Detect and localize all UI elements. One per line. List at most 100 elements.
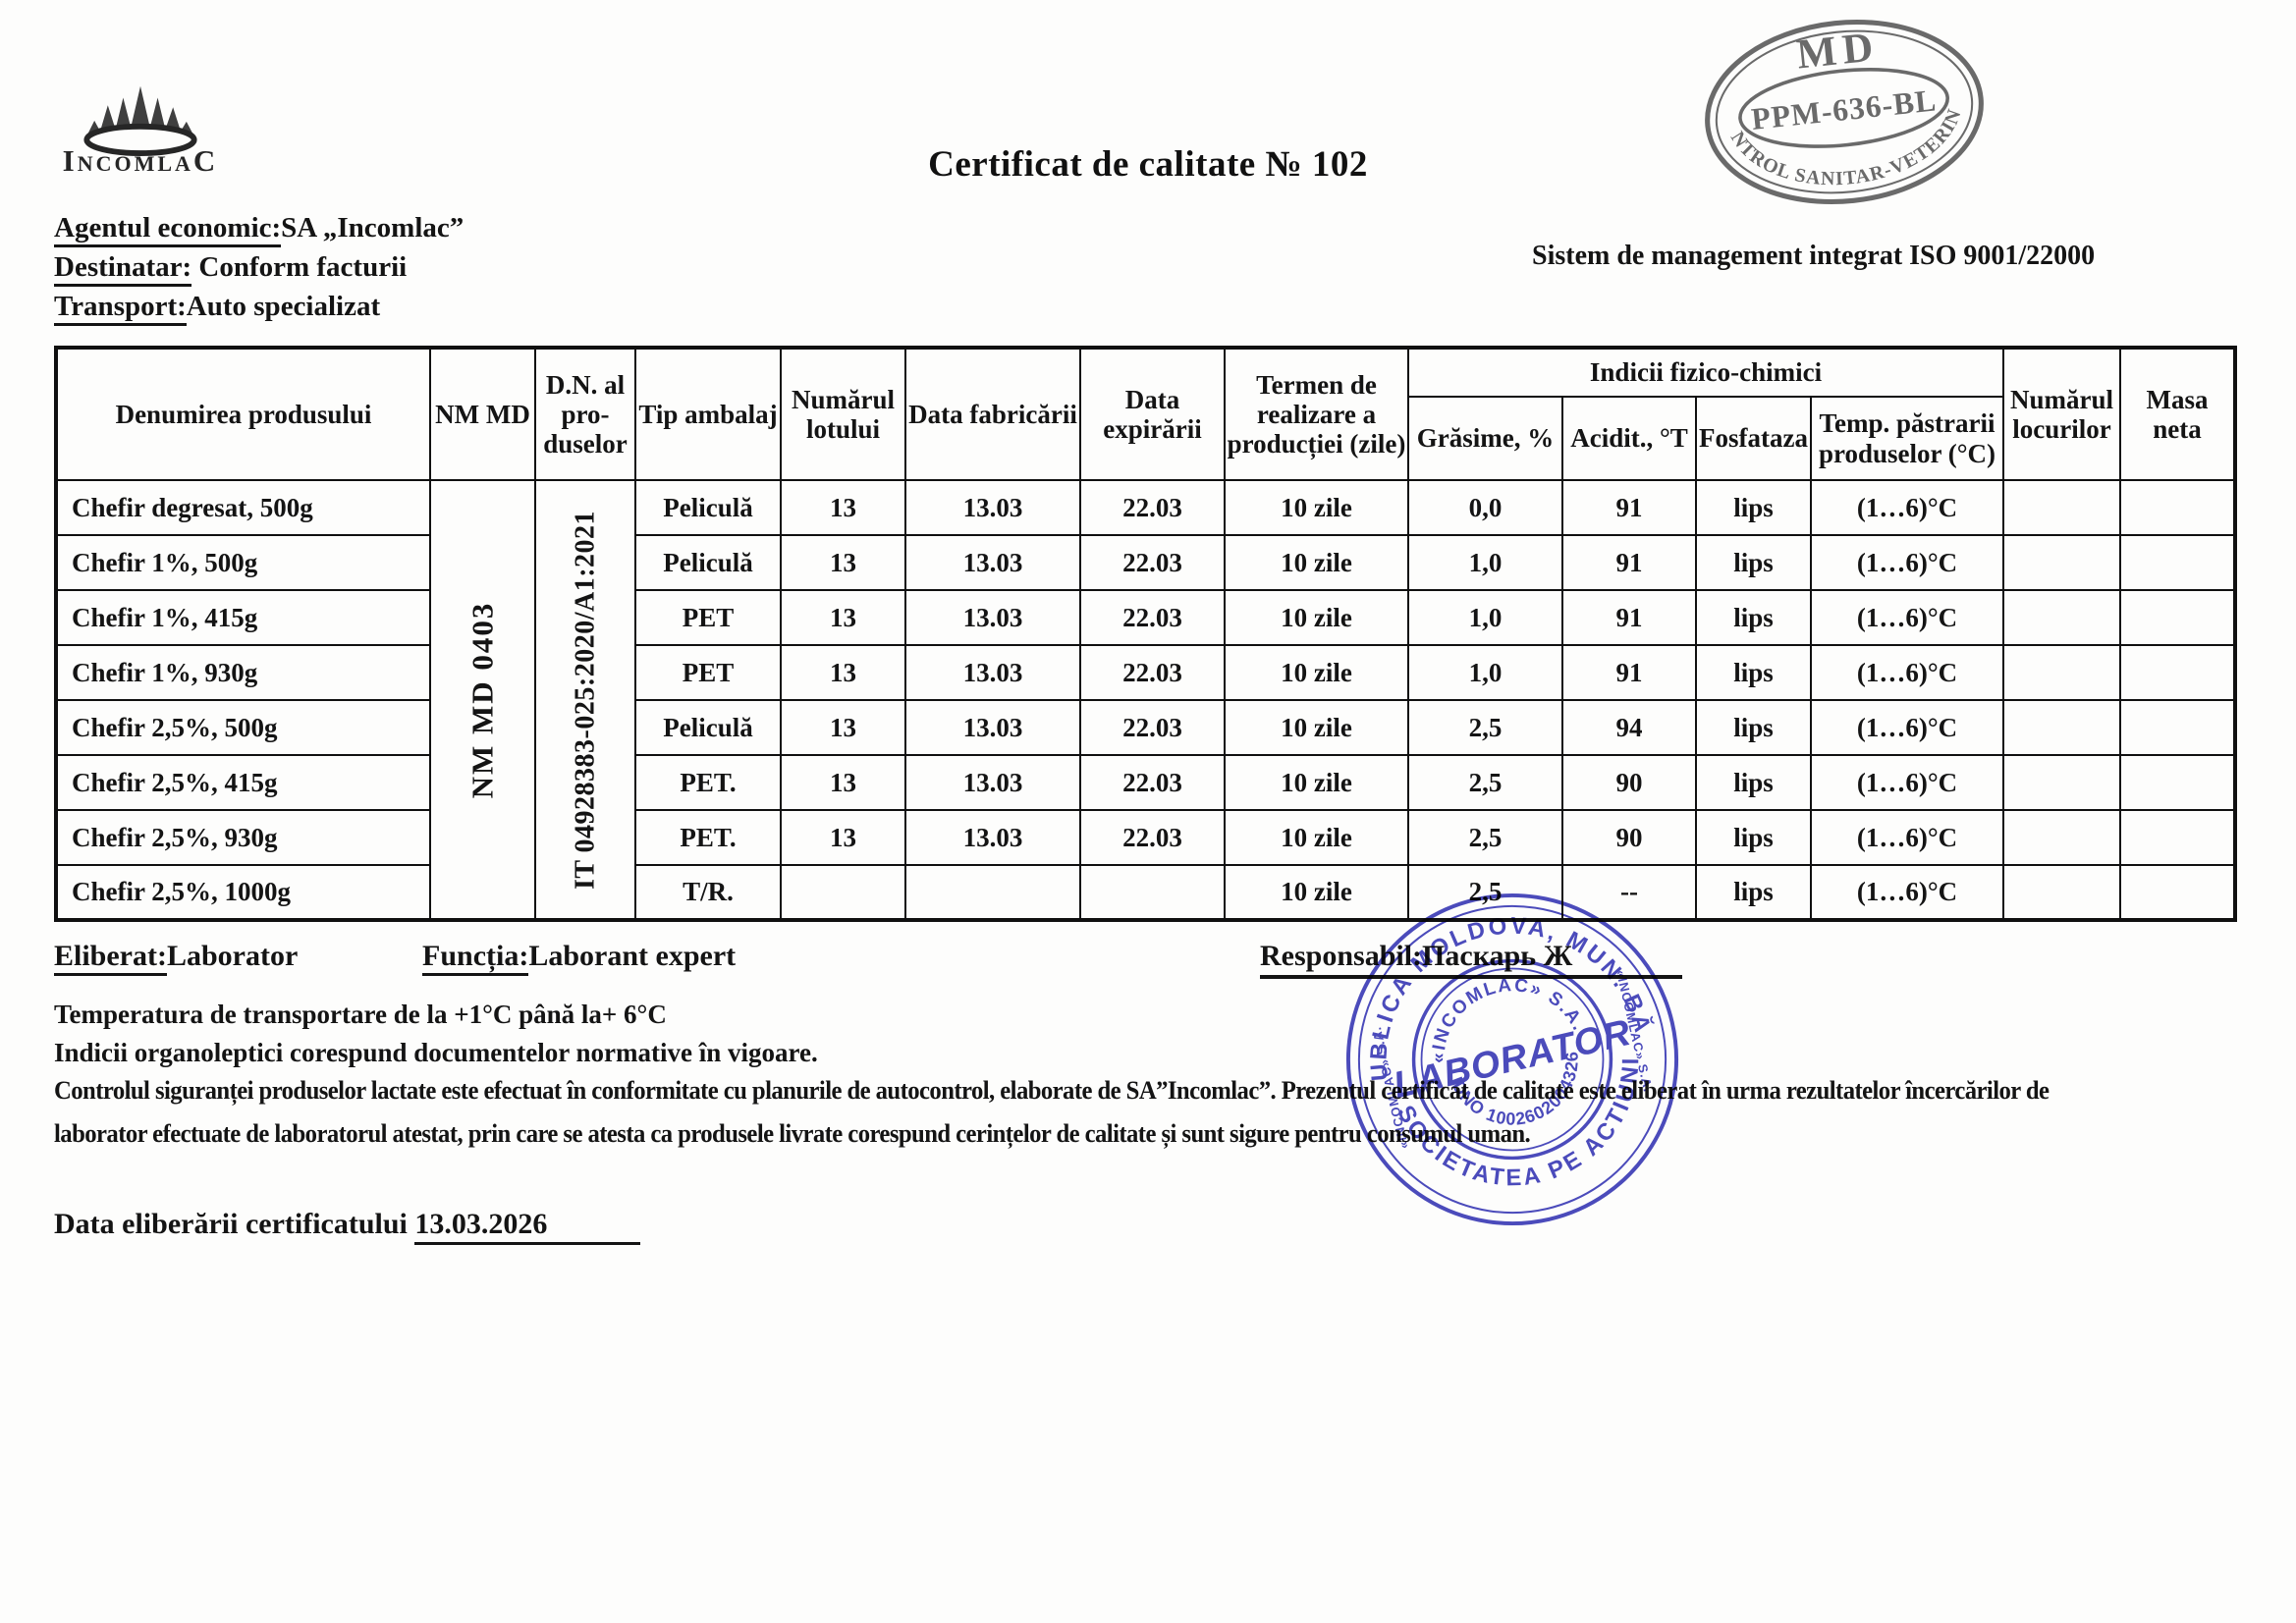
cell-exp: 22.03	[1079, 479, 1226, 536]
col-header-numarul-lotului: Numărul lotului	[780, 347, 906, 481]
cell-termen: 10 zile	[1224, 809, 1409, 866]
cell-acidit: 91	[1561, 534, 1697, 591]
table-row: Chefir 2,5%, 1000g T/R. 10 zile 2,5 -- l…	[55, 864, 2237, 921]
cell-locuri	[2002, 699, 2122, 756]
cell-dn: IT 04928383-025:2020/A1:2021	[534, 479, 636, 921]
cell-product-name: Chefir degresat, 500g	[55, 479, 431, 536]
cell-fosfataza: lips	[1695, 644, 1812, 701]
cell-fosfataza: lips	[1695, 479, 1812, 536]
round-stamp-center-text: LABORATOR	[1390, 1012, 1635, 1107]
oval-stamp-code: PPM-636-BL	[1750, 82, 1939, 136]
cell-exp: 22.03	[1079, 809, 1226, 866]
col-header-data-fabricarii: Data fabricării	[904, 347, 1081, 481]
cell-exp: 22.03	[1079, 699, 1226, 756]
cell-tip: Peliculă	[634, 699, 782, 756]
cell-lot	[780, 864, 906, 921]
cell-fab: 13.03	[904, 809, 1081, 866]
cell-acidit: 90	[1561, 754, 1697, 811]
cell-product-name: Chefir 2,5%, 415g	[55, 754, 431, 811]
table-row: Chefir 2,5%, 930g PET. 13 13.03 22.03 10…	[55, 809, 2237, 866]
iso-management-line: Sistem de management integrat ISO 9001/2…	[1532, 241, 2096, 271]
cell-exp	[1079, 864, 1226, 921]
cell-tip: Peliculă	[634, 534, 782, 591]
cell-fab: 13.03	[904, 589, 1081, 646]
cell-termen: 10 zile	[1224, 754, 1409, 811]
cell-temp: (1…6)°C	[1809, 589, 2005, 646]
functia-field: Funcția:Laborant expert	[422, 940, 737, 976]
sub-header-grasime: Grăsime, %	[1407, 396, 1563, 481]
cell-grasime: 2,5	[1407, 699, 1563, 756]
incomlac-logo: IncomlaC	[57, 77, 224, 179]
cell-fosfataza: lips	[1695, 534, 1812, 591]
cell-exp: 22.03	[1079, 754, 1226, 811]
logo-crown-icon	[83, 85, 197, 157]
cell-lot: 13	[780, 809, 906, 866]
cell-nm-md: NM MD 0403	[429, 479, 536, 921]
cell-locuri	[2002, 589, 2122, 646]
issue-date-label: Data eliberării certificatului	[54, 1208, 415, 1240]
note-organoleptic: Indicii organoleptici corespund document…	[54, 1038, 818, 1067]
cell-locuri	[2002, 809, 2122, 866]
cell-fosfataza: lips	[1695, 589, 1812, 646]
cell-temp: (1…6)°C	[1809, 479, 2005, 536]
cell-acidit: 91	[1561, 589, 1697, 646]
field-destinatar-value: Conform facturii	[191, 251, 408, 283]
nm-md-vertical-text: NM MD 0403	[465, 601, 500, 798]
table-row: Chefir degresat, 500g NM MD 0403 IT 0492…	[55, 479, 2237, 921]
cell-acidit: 90	[1561, 809, 1697, 866]
cell-fosfataza: lips	[1695, 809, 1812, 866]
sub-header-fosfataza: Fosfataza	[1695, 396, 1812, 481]
cell-masa	[2119, 809, 2237, 866]
note-control-line1: Controlul siguranței produselor lactate …	[54, 1076, 2050, 1105]
cell-masa	[2119, 754, 2237, 811]
cell-product-name: Chefir 2,5%, 1000g	[55, 864, 431, 921]
cell-fab: 13.03	[904, 479, 1081, 536]
cell-masa	[2119, 589, 2237, 646]
col-header-tip-ambalaj: Tip ambalaj	[634, 347, 782, 481]
cell-product-name: Chefir 1%, 415g	[55, 589, 431, 646]
cell-lot: 13	[780, 534, 906, 591]
table-row: Chefir 1%, 500g Peliculă 13 13.03 22.03 …	[55, 534, 2237, 591]
col-header-nm-md: NM MD	[429, 347, 536, 481]
cell-temp: (1…6)°C	[1809, 864, 2005, 921]
col-header-denumirea: Denumirea produsului	[55, 347, 431, 481]
cell-lot: 13	[780, 699, 906, 756]
col-header-data-expirarii: Data expirării	[1079, 347, 1226, 481]
cell-temp: (1…6)°C	[1809, 644, 2005, 701]
cell-fab: 13.03	[904, 644, 1081, 701]
field-transport-value: Auto specializat	[186, 291, 381, 322]
header-fields: Agentul economic:SA „Incomlac” Destinata…	[54, 208, 464, 326]
sanitary-oval-stamp: MD PPM-636-BL CONTROL SANITAR-VETERINAR	[1679, 0, 2000, 225]
cell-lot: 13	[780, 589, 906, 646]
cell-fab	[904, 864, 1081, 921]
cell-fab: 13.03	[904, 534, 1081, 591]
issue-date-value: 13.03.2026	[414, 1208, 641, 1245]
certificate-title: Certificat de calitate № 102	[928, 144, 1368, 185]
cell-fosfataza: lips	[1695, 754, 1812, 811]
cell-temp: (1…6)°C	[1809, 534, 2005, 591]
cell-lot: 13	[780, 479, 906, 536]
field-transport: Transport:Auto specializat	[54, 287, 464, 326]
cell-product-name: Chefir 1%, 500g	[55, 534, 431, 591]
field-agent-value: SA „Incomlac”	[281, 212, 465, 243]
col-header-numarul-locurilor: Numărul locurilor	[2002, 347, 2122, 481]
cell-grasime: 2,5	[1407, 864, 1563, 921]
cell-termen: 10 zile	[1224, 589, 1409, 646]
cell-acidit: 91	[1561, 479, 1697, 536]
col-header-masa-neta: Masa neta	[2119, 347, 2237, 481]
col-header-dn: D.N. al pro-duselor	[534, 347, 636, 481]
cell-lot: 13	[780, 644, 906, 701]
cell-temp: (1…6)°C	[1809, 699, 2005, 756]
logo-wordmark: IncomlaC	[62, 143, 219, 178]
cell-exp: 22.03	[1079, 644, 1226, 701]
sub-header-acidit: Acidit., °T	[1561, 396, 1697, 481]
cell-locuri	[2002, 644, 2122, 701]
laborator-round-stamp: REPUBLICA MOLDOVA, MUN. BĂLȚI SOCIETATEA…	[1307, 854, 1717, 1264]
functia-value: Laborant expert	[528, 940, 737, 972]
cell-temp: (1…6)°C	[1809, 754, 2005, 811]
oval-stamp-icon: MD PPM-636-BL CONTROL SANITAR-VETERINAR	[1679, 0, 1984, 205]
cell-masa	[2119, 534, 2237, 591]
cell-fab: 13.03	[904, 699, 1081, 756]
dn-vertical-text: IT 04928383-025:2020/A1:2021	[570, 510, 601, 890]
field-destinatar: Destinatar: Conform facturii	[54, 247, 464, 287]
